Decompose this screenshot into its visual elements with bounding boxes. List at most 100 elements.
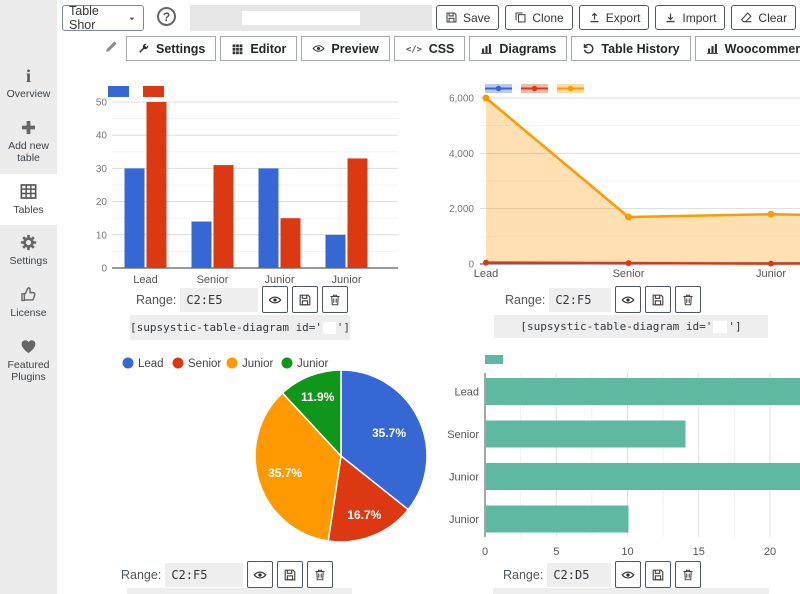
clone-button[interactable]: Clone — [505, 5, 573, 30]
svg-text:20: 20 — [96, 197, 108, 208]
save-diagram-button[interactable] — [645, 286, 672, 313]
title-input[interactable] — [190, 5, 432, 31]
save-icon — [445, 11, 458, 24]
sidebar-item-featured-plugins[interactable]: Featured Plugins — [0, 329, 57, 393]
svg-text:Junior: Junior — [265, 274, 295, 286]
save-icon — [651, 293, 665, 307]
tab-preview[interactable]: Preview — [301, 36, 390, 61]
sidebar-item-settings[interactable]: Settings — [0, 225, 57, 277]
svg-text:Junior: Junior — [297, 358, 328, 370]
sidebar-item-tables[interactable]: Tables — [0, 173, 57, 226]
range-label: Range: — [121, 567, 162, 582]
export-icon — [588, 11, 601, 24]
copy-icon — [514, 11, 527, 24]
svg-text:0: 0 — [468, 260, 474, 271]
delete-diagram-button[interactable] — [307, 561, 334, 588]
wrench-icon — [137, 42, 150, 55]
svg-text:4,000: 4,000 — [449, 149, 474, 160]
clear-button[interactable]: Clear — [731, 5, 797, 30]
svg-text:0: 0 — [482, 546, 488, 558]
svg-text:20: 20 — [764, 546, 776, 558]
svg-text:Senior: Senior — [188, 358, 221, 370]
svg-text:11.9%: 11.9% — [301, 390, 335, 404]
range-row-4: Range: — [503, 561, 702, 588]
svg-text:15: 15 — [693, 546, 705, 558]
delete-diagram-button[interactable] — [675, 286, 702, 313]
tab-table-history[interactable]: Table History — [571, 36, 691, 61]
export-button[interactable]: Export — [578, 5, 650, 30]
save-icon — [283, 568, 297, 582]
svg-text:Junior: Junior — [332, 274, 362, 286]
thumbs-up-icon — [19, 285, 38, 304]
svg-text:35.7%: 35.7% — [268, 466, 302, 480]
svg-text:Lead: Lead — [133, 274, 157, 286]
delete-diagram-button[interactable] — [675, 561, 702, 588]
tab-settings[interactable]: Settings — [126, 36, 217, 61]
save-button[interactable]: Save — [436, 5, 500, 30]
svg-text:35.7%: 35.7% — [372, 426, 406, 440]
svg-text:0: 0 — [101, 264, 107, 275]
tab-css[interactable]: </> CSS — [393, 36, 466, 61]
chart-icon — [480, 42, 493, 55]
preview-diagram-button[interactable] — [262, 286, 289, 313]
sidebar-item-label: Add new table — [8, 139, 49, 165]
pie-chart: Lead Senior Junior Junior 35.7% 16.7% 35.7% 11.… — [95, 353, 430, 549]
redacted-text — [242, 11, 360, 25]
range-input-4[interactable] — [547, 562, 612, 587]
import-icon — [664, 11, 677, 24]
sidebar-item-license[interactable]: License — [0, 277, 57, 329]
svg-text:Lead: Lead — [474, 268, 498, 280]
table-icon — [19, 182, 38, 201]
range-input-1[interactable] — [180, 287, 259, 312]
sidebar-item-add-new-table[interactable]: Add new table — [0, 110, 57, 174]
shortcode-box-4-clipped — [493, 588, 769, 594]
range-input-3[interactable] — [165, 562, 244, 587]
preview-diagram-button[interactable] — [615, 561, 642, 588]
import-button[interactable]: Import — [655, 5, 726, 30]
sidebar: i Overview Add new table Tables Settings… — [0, 0, 57, 594]
gear-icon — [19, 233, 38, 252]
trash-icon — [681, 568, 695, 582]
tab-diagrams[interactable]: Diagrams — [469, 36, 568, 61]
delete-diagram-button[interactable] — [322, 286, 349, 313]
sidebar-item-label: License — [10, 306, 47, 319]
save-diagram-button[interactable] — [292, 286, 319, 313]
svg-text:Lead: Lead — [138, 358, 164, 370]
svg-text:Junior: Junior — [449, 472, 479, 484]
svg-text:40: 40 — [96, 131, 108, 142]
range-row-1: Range: — [136, 286, 349, 313]
svg-text:50: 50 — [96, 98, 108, 109]
pencil-icon[interactable] — [104, 40, 118, 54]
save-diagram-button[interactable] — [645, 561, 672, 588]
horizontal-bar-chart: 0 5 10 15 20 Lead Senior Junior Junior — [440, 353, 800, 565]
range-label: Range: — [503, 567, 544, 582]
sidebar-item-label: Featured Plugins — [7, 358, 50, 384]
eraser-icon — [740, 11, 753, 24]
svg-text:2,000: 2,000 — [449, 204, 474, 215]
svg-text:Lead: Lead — [455, 387, 479, 399]
svg-text:5: 5 — [553, 546, 559, 558]
svg-text:6,000: 6,000 — [449, 94, 474, 105]
svg-text:10: 10 — [96, 230, 108, 241]
table-select[interactable]: Table Shor — [62, 4, 144, 32]
shortcode-box-2: [supsystic-table-diagram id=' '] — [494, 315, 768, 338]
sidebar-item-overview[interactable]: i Overview — [0, 58, 57, 110]
tab-editor[interactable]: Editor — [220, 36, 298, 61]
save-diagram-button[interactable] — [277, 561, 304, 588]
svg-text:10: 10 — [621, 546, 633, 558]
range-input-2[interactable] — [549, 287, 612, 312]
eye-icon — [312, 42, 325, 55]
grid-icon — [231, 42, 244, 55]
tabs-bar: Settings Editor Preview </> CSS Diagrams… — [100, 36, 800, 61]
preview-diagram-button[interactable] — [615, 286, 642, 313]
trash-icon — [313, 568, 327, 582]
svg-text:Junior: Junior — [449, 514, 479, 526]
plus-icon — [19, 118, 38, 137]
tab-woocommerce[interactable]: Woocommerce — [694, 36, 800, 61]
help-button[interactable]: ? — [157, 7, 176, 26]
svg-text:Senior: Senior — [613, 268, 645, 280]
eye-icon — [621, 568, 635, 582]
svg-text:i: i — [26, 66, 31, 85]
preview-diagram-button[interactable] — [247, 561, 274, 588]
